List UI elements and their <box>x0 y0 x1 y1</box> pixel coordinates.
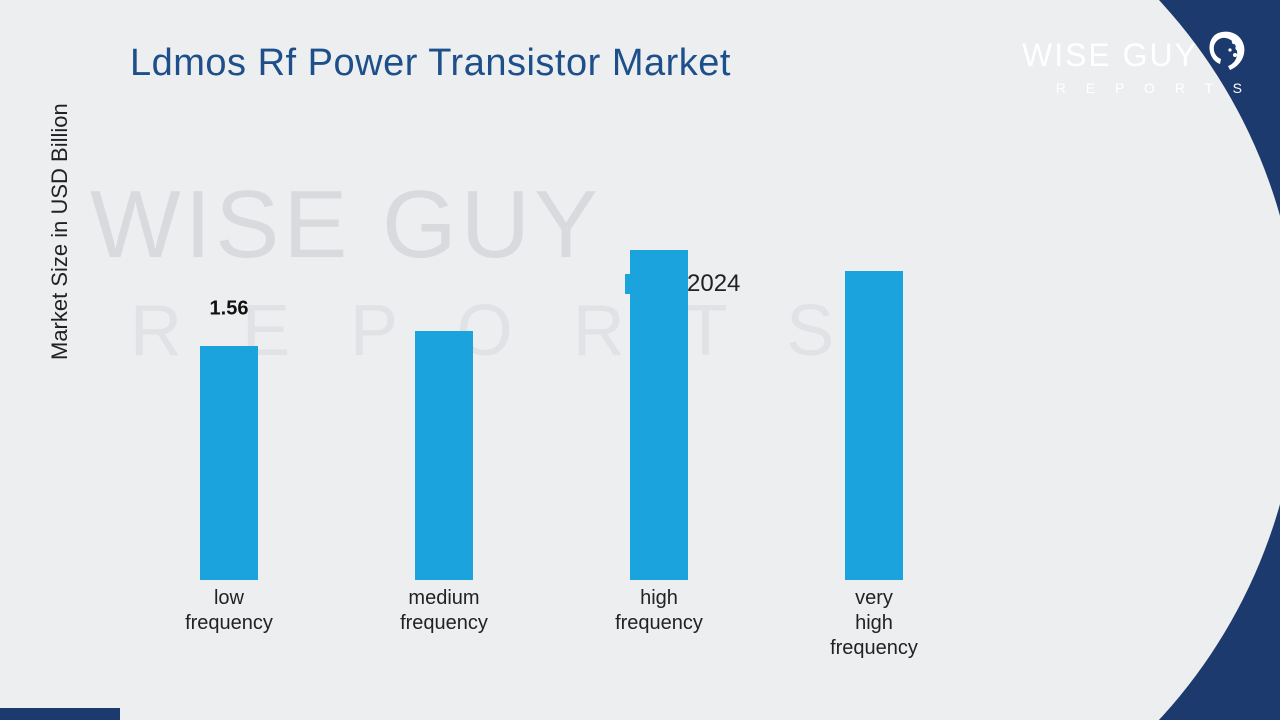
bar <box>845 271 903 580</box>
chart-canvas: WISE GUY R E P O R T S Ldmos Rf Power Tr… <box>0 0 1280 720</box>
category-label: medium frequency <box>364 586 524 636</box>
brand-main-text: WISE GUY <box>1022 37 1198 74</box>
bar <box>200 346 258 580</box>
bar <box>415 331 473 580</box>
category-label: low frequency <box>149 586 309 636</box>
chart-title: Ldmos Rf Power Transistor Market <box>130 42 731 85</box>
category-label: very high frequency <box>794 586 954 661</box>
category-label: high frequency <box>579 586 739 636</box>
plot-area: 2024 low frequency1.56medium frequencyhi… <box>110 130 990 580</box>
y-axis-label: Market Size in USD Billion <box>47 103 73 360</box>
legend-label: 2024 <box>687 270 740 298</box>
value-label: 1.56 <box>210 298 249 321</box>
brand-logo: WISE GUY R E P O R T S <box>1022 28 1250 96</box>
bar <box>630 250 688 580</box>
head-icon <box>1204 28 1250 82</box>
bottom-strip <box>0 708 120 720</box>
brand-main-row: WISE GUY <box>1022 28 1250 82</box>
brand-sub-text: R E P O R T S <box>1022 80 1250 96</box>
